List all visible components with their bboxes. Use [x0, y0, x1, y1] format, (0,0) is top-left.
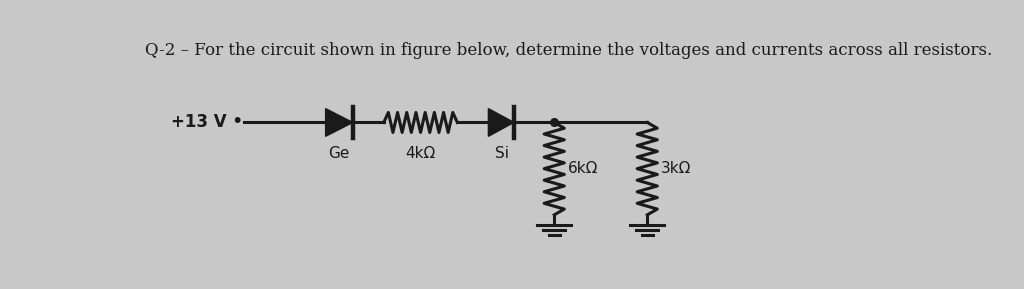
Text: 6kΩ: 6kΩ [568, 161, 599, 176]
Text: +13 V •: +13 V • [171, 113, 243, 131]
Polygon shape [488, 109, 514, 136]
Text: Q-2 – For the circuit shown in figure below, determine the voltages and currents: Q-2 – For the circuit shown in figure be… [145, 42, 992, 59]
Text: Si: Si [495, 146, 509, 161]
Text: 4kΩ: 4kΩ [406, 146, 435, 161]
Text: Ge: Ge [328, 146, 349, 161]
Text: 3kΩ: 3kΩ [662, 161, 691, 176]
Polygon shape [326, 109, 352, 136]
